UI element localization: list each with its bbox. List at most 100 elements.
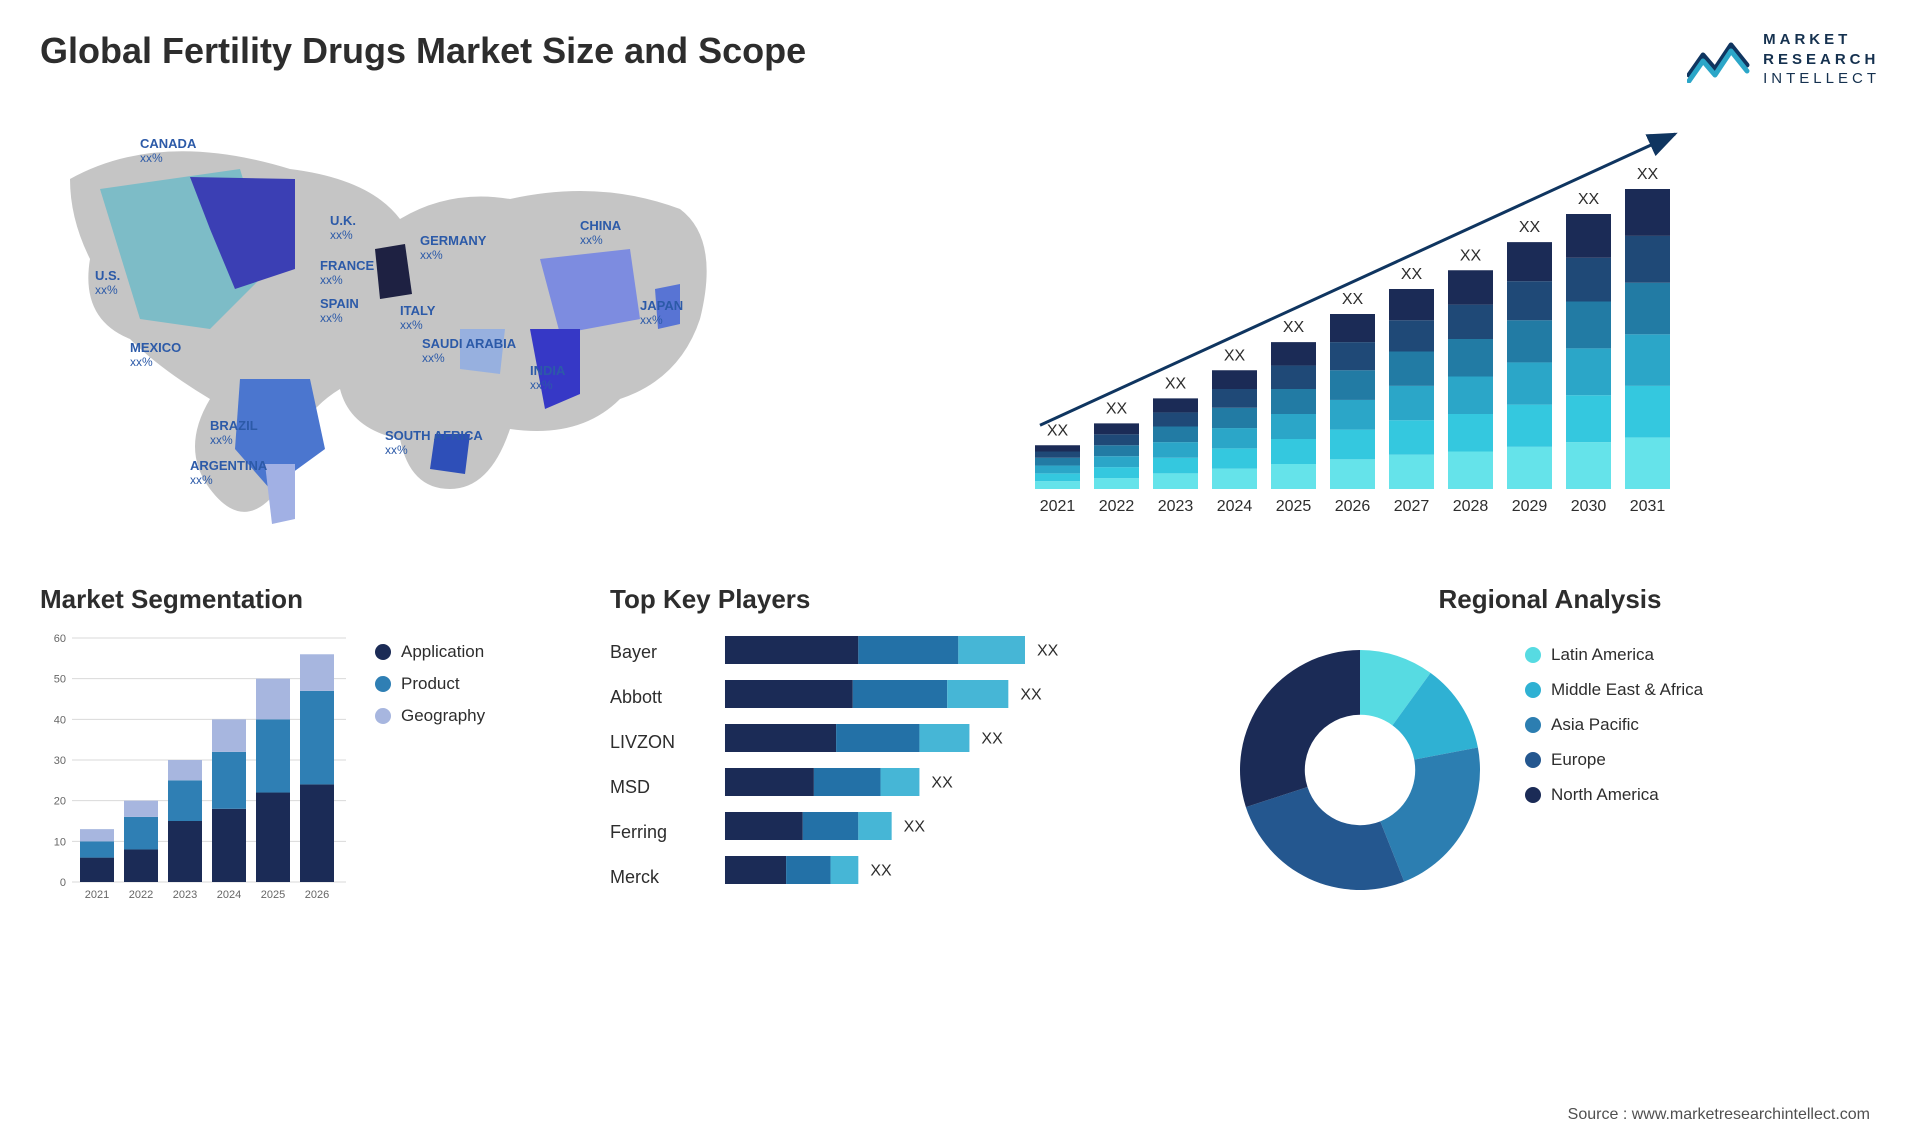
stacked-seg xyxy=(1330,370,1375,400)
bar-year-label: 2026 xyxy=(1335,498,1371,515)
seg-bar-seg xyxy=(300,654,334,691)
region-argentina xyxy=(265,464,295,524)
stacked-seg xyxy=(1330,342,1375,370)
page-title: Global Fertility Drugs Market Size and S… xyxy=(40,30,806,72)
player-bar-seg xyxy=(919,724,969,752)
player-bar-seg xyxy=(786,856,830,884)
seg-bar-seg xyxy=(256,678,290,719)
player-bar-seg xyxy=(725,680,853,708)
bar-year-label: 2021 xyxy=(1040,498,1076,515)
bar-value-label: XX xyxy=(1637,166,1659,183)
player-bar-seg xyxy=(725,768,814,796)
legend-dot-icon xyxy=(375,676,391,692)
legend-dot-icon xyxy=(1525,682,1541,698)
player-value-label: XX xyxy=(931,774,953,791)
player-bar-seg xyxy=(725,856,786,884)
stacked-seg xyxy=(1153,412,1198,426)
regional-legend-item: Europe xyxy=(1525,750,1703,770)
stacked-seg xyxy=(1330,314,1375,342)
legend-label: Geography xyxy=(401,706,485,726)
stacked-seg xyxy=(1625,437,1670,489)
logo-line1: MARKET xyxy=(1763,30,1880,50)
regional-donut xyxy=(1220,630,1500,910)
seg-bar-seg xyxy=(124,816,158,849)
seg-bar-seg xyxy=(300,784,334,882)
seg-bar-seg xyxy=(256,719,290,792)
stacked-seg xyxy=(1271,439,1316,464)
seg-year-label: 2026 xyxy=(305,889,329,901)
bar-year-label: 2030 xyxy=(1571,498,1607,515)
player-value-label: XX xyxy=(904,818,926,835)
stacked-seg xyxy=(1094,478,1139,489)
stacked-seg xyxy=(1625,385,1670,437)
stacked-seg xyxy=(1625,282,1670,334)
player-value-label: XX xyxy=(1037,642,1059,659)
stacked-seg xyxy=(1448,376,1493,414)
stacked-seg xyxy=(1035,481,1080,489)
stacked-seg xyxy=(1153,473,1198,489)
bar-year-label: 2027 xyxy=(1394,498,1430,515)
seg-year-label: 2021 xyxy=(85,889,109,901)
player-bar-seg xyxy=(803,812,859,840)
player-name: LIVZON xyxy=(610,732,675,753)
seg-ytick: 30 xyxy=(54,755,66,767)
stacked-seg xyxy=(1212,468,1257,488)
stacked-seg xyxy=(1330,399,1375,429)
legend-dot-icon xyxy=(1525,717,1541,733)
stacked-seg xyxy=(1625,334,1670,386)
stacked-seg xyxy=(1448,451,1493,489)
legend-dot-icon xyxy=(375,644,391,660)
seg-legend-item: Product xyxy=(375,674,485,694)
map-label-france: FRANCExx% xyxy=(320,259,374,288)
stacked-seg xyxy=(1271,464,1316,489)
seg-bar-seg xyxy=(80,841,114,857)
seg-bar-seg xyxy=(124,800,158,816)
segmentation-title: Market Segmentation xyxy=(40,584,560,615)
map-label-south-africa: SOUTH AFRICAxx% xyxy=(385,429,483,458)
stacked-seg xyxy=(1035,473,1080,481)
stacked-seg xyxy=(1507,242,1552,281)
regional-legend-item: Asia Pacific xyxy=(1525,715,1703,735)
stacked-seg xyxy=(1566,395,1611,442)
donut-slice xyxy=(1246,787,1404,890)
size-scope-chart: XX2021XX2022XX2023XX2024XX2025XX2026XX20… xyxy=(990,119,1880,539)
seg-bar-seg xyxy=(80,857,114,881)
stacked-seg xyxy=(1389,320,1434,351)
stacked-seg xyxy=(1271,414,1316,439)
regional-legend: Latin AmericaMiddle East & AfricaAsia Pa… xyxy=(1525,630,1703,910)
stacked-seg xyxy=(1271,365,1316,388)
seg-year-label: 2024 xyxy=(217,889,241,901)
legend-label: North America xyxy=(1551,785,1659,805)
seg-bar-seg xyxy=(300,690,334,784)
bar-value-label: XX xyxy=(1578,191,1600,208)
stacked-seg xyxy=(1035,451,1080,457)
map-label-japan: JAPANxx% xyxy=(640,299,683,328)
player-bar-seg xyxy=(725,636,858,664)
stacked-seg xyxy=(1153,442,1198,458)
bar-year-label: 2024 xyxy=(1217,498,1253,515)
map-label-saudi-arabia: SAUDI ARABIAxx% xyxy=(422,337,516,366)
stacked-seg xyxy=(1448,304,1493,338)
stacked-seg xyxy=(1035,457,1080,465)
bar-year-label: 2028 xyxy=(1453,498,1489,515)
bar-year-label: 2023 xyxy=(1158,498,1194,515)
seg-bar-seg xyxy=(212,808,246,881)
donut-slice xyxy=(1240,650,1360,807)
seg-bar-seg xyxy=(212,719,246,752)
player-bar-seg xyxy=(831,856,859,884)
stacked-seg xyxy=(1094,445,1139,456)
legend-label: Latin America xyxy=(1551,645,1654,665)
stacked-seg xyxy=(1566,348,1611,395)
seg-year-label: 2025 xyxy=(261,889,285,901)
stacked-seg xyxy=(1094,456,1139,467)
player-name: Bayer xyxy=(610,642,675,663)
players-labels: BayerAbbottLIVZONMSDFerringMerck xyxy=(610,630,675,900)
player-bar-seg xyxy=(947,680,1008,708)
seg-bar-seg xyxy=(168,780,202,821)
legend-dot-icon xyxy=(1525,787,1541,803)
seg-bar-seg xyxy=(256,792,290,881)
logo-mark-icon xyxy=(1687,35,1751,83)
stacked-seg xyxy=(1566,257,1611,301)
bar-value-label: XX xyxy=(1283,319,1305,336)
seg-ytick: 40 xyxy=(54,714,66,726)
